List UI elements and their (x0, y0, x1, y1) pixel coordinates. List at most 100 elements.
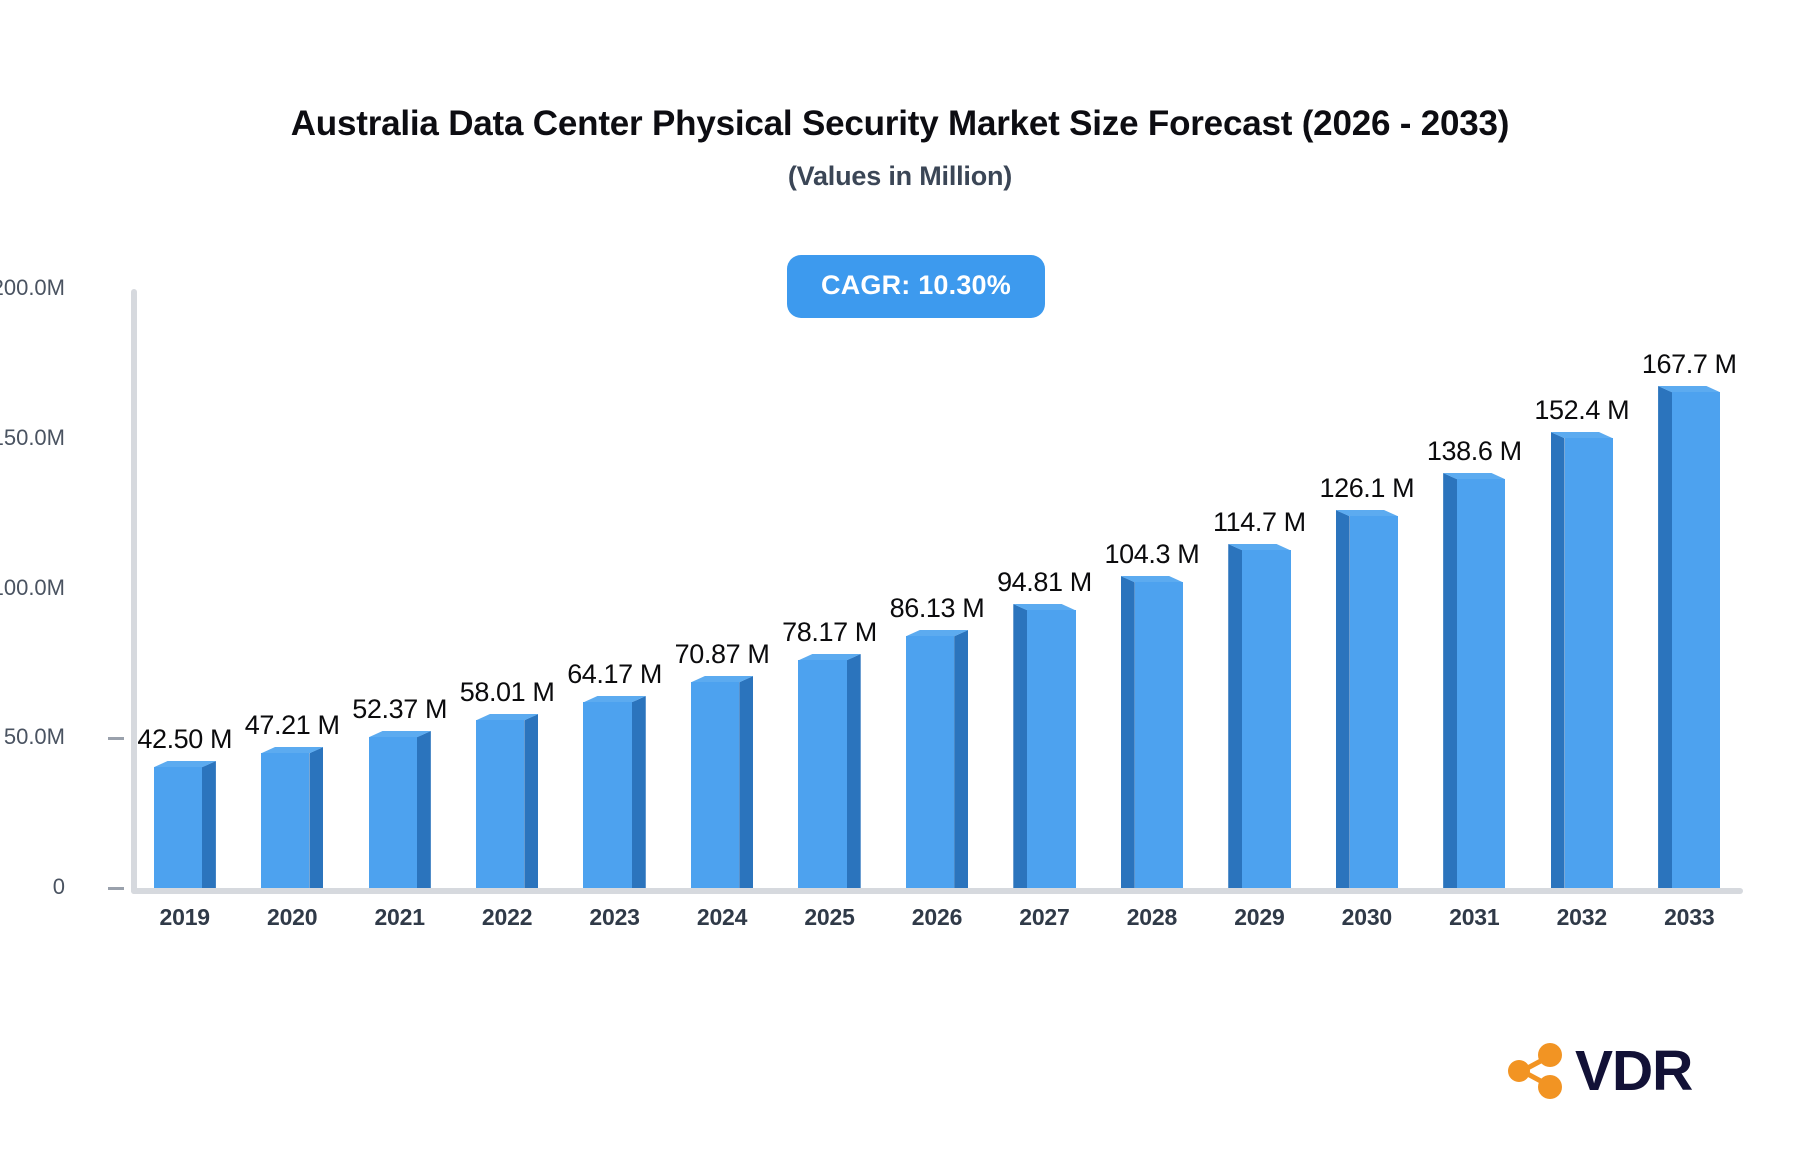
bar-3d-body: 64.17 M (567, 659, 662, 888)
x-axis-tick-label: 2032 (1556, 904, 1608, 930)
bar-value-label: 70.87 M (674, 639, 770, 669)
bar-3d-body: 47.21 M (245, 710, 340, 888)
y-axis-tick-label: 50.0M (3, 724, 65, 750)
bar-front-face (1564, 438, 1613, 888)
bar-column[interactable]: 126.1 M (1319, 289, 1415, 888)
logo-text: VDR (1575, 1038, 1693, 1103)
bar-top-face (1120, 576, 1184, 583)
chart-header: Australia Data Center Physical Security … (0, 0, 1800, 192)
bar-3d-body: 152.4 M (1534, 395, 1630, 888)
bar-side-face (846, 654, 861, 888)
bar-3d-body: 126.1 M (1319, 473, 1415, 888)
chart-subtitle: (Values in Million) (787, 160, 1013, 191)
x-axis-line (131, 888, 1743, 894)
bar-top-face (1443, 473, 1506, 480)
bar-top-face (261, 747, 324, 754)
bar-column[interactable]: 42.50 M (137, 289, 233, 888)
bar-side-face (739, 676, 754, 888)
bar-side-face (631, 696, 646, 888)
bar-front-face (1672, 392, 1721, 888)
bar-front-face (905, 636, 955, 888)
bar-front-face (475, 720, 525, 888)
bar-column[interactable]: 152.4 M (1534, 289, 1630, 888)
x-axis-tick-label: 2025 (804, 904, 855, 930)
share-network-icon (1508, 1043, 1562, 1099)
bar-3d-body: 86.13 M (890, 593, 985, 888)
bar-column[interactable]: 86.13 M (890, 289, 985, 888)
bar-3d-body: 114.7 M (1213, 507, 1306, 888)
bar-side-face (416, 731, 431, 888)
bar-column[interactable]: 52.37 M (352, 289, 447, 888)
bar-top-face (153, 761, 216, 768)
bar-value-label: 94.81 M (997, 567, 1092, 597)
bar-value-label: 42.50 M (137, 724, 233, 754)
bar-value-label: 152.4 M (1534, 395, 1630, 425)
bar-front-face (261, 753, 310, 888)
bar-value-label: 64.17 M (567, 659, 662, 689)
bar-side-face (954, 630, 969, 888)
y-axis-line (131, 289, 137, 894)
bar-side-face (1013, 604, 1028, 888)
y-axis-tick-label: 0 (52, 874, 65, 899)
bar-value-label: 86.13 M (889, 593, 985, 623)
x-axis-tick-label: 2028 (1126, 904, 1178, 930)
bar-value-label: 104.3 M (1104, 539, 1200, 569)
bar-side-face (1335, 510, 1350, 888)
bar-front-face (1457, 479, 1506, 888)
bar-column[interactable]: 114.7 M (1213, 289, 1306, 888)
bar-column[interactable]: 47.21 M (245, 289, 340, 888)
bar-side-face (1658, 386, 1673, 888)
bar-value-label: 58.01 M (459, 677, 555, 707)
bar-front-face (368, 737, 417, 888)
bar-top-face (1228, 544, 1291, 551)
bar-value-label: 47.21 M (244, 710, 340, 740)
bar-value-label: 78.17 M (782, 617, 877, 647)
bar-column[interactable]: 70.87 M (675, 289, 770, 888)
bar-3d-body: 78.17 M (782, 617, 877, 888)
x-axis-tick-label: 2024 (696, 904, 748, 930)
bar-front-face (1242, 550, 1291, 888)
bar-column[interactable]: 94.81 M (997, 289, 1092, 888)
bar-top-face (1013, 604, 1076, 611)
bar-3d-body: 52.37 M (352, 694, 447, 888)
bar-3d-body: 42.50 M (137, 724, 233, 888)
bar-top-face (475, 714, 539, 721)
x-axis-tick-label: 2031 (1449, 904, 1500, 930)
y-axis-tick-label: 100.0M (0, 574, 65, 600)
bar-side-face (309, 747, 324, 888)
vdr-logo: VDR (1505, 1038, 1693, 1103)
bar-value-label: 52.37 M (352, 694, 448, 724)
bar-column[interactable]: 104.3 M (1105, 289, 1200, 888)
bar-column[interactable]: 167.7 M (1642, 289, 1737, 888)
bar-series: 42.50 M 47.21 M 52.37 M 58.01 M 64.17 M 70.87… (131, 289, 1743, 888)
bar-column[interactable]: 64.17 M (567, 289, 662, 888)
bar-value-label: 138.6 M (1426, 436, 1522, 466)
bar-value-label: 167.7 M (1641, 349, 1737, 379)
bar-side-face (1228, 544, 1243, 888)
bar-3d-body: 104.3 M (1105, 539, 1200, 888)
y-axis-tick-mark (108, 887, 124, 890)
y-axis-tick-mark (108, 737, 124, 741)
bar-3d-body: 58.01 M (460, 677, 555, 888)
bar-top-face (1658, 386, 1721, 393)
x-axis-tick-label: 2023 (589, 904, 640, 930)
bar-top-face (905, 630, 969, 637)
bar-front-face (798, 660, 847, 888)
bar-front-face (1134, 582, 1184, 888)
bar-front-face (153, 767, 202, 888)
bar-column[interactable]: 138.6 M (1427, 289, 1522, 888)
bar-side-face (201, 761, 216, 888)
x-axis-tick-label: 2022 (481, 904, 533, 930)
bar-top-face (1550, 432, 1613, 439)
bar-top-face (798, 654, 861, 661)
bar-front-face (1027, 610, 1076, 888)
x-axis-tick-label: 2026 (911, 904, 963, 930)
bar-top-face (1335, 510, 1399, 517)
bar-3d-body: 70.87 M (675, 639, 770, 888)
bar-column[interactable]: 58.01 M (460, 289, 555, 888)
x-axis-tick-label: 2021 (374, 904, 425, 930)
bar-side-face (524, 714, 539, 888)
bar-column[interactable]: 78.17 M (782, 289, 877, 888)
bar-front-face (690, 682, 740, 888)
bar-3d-body: 94.81 M (997, 567, 1092, 888)
